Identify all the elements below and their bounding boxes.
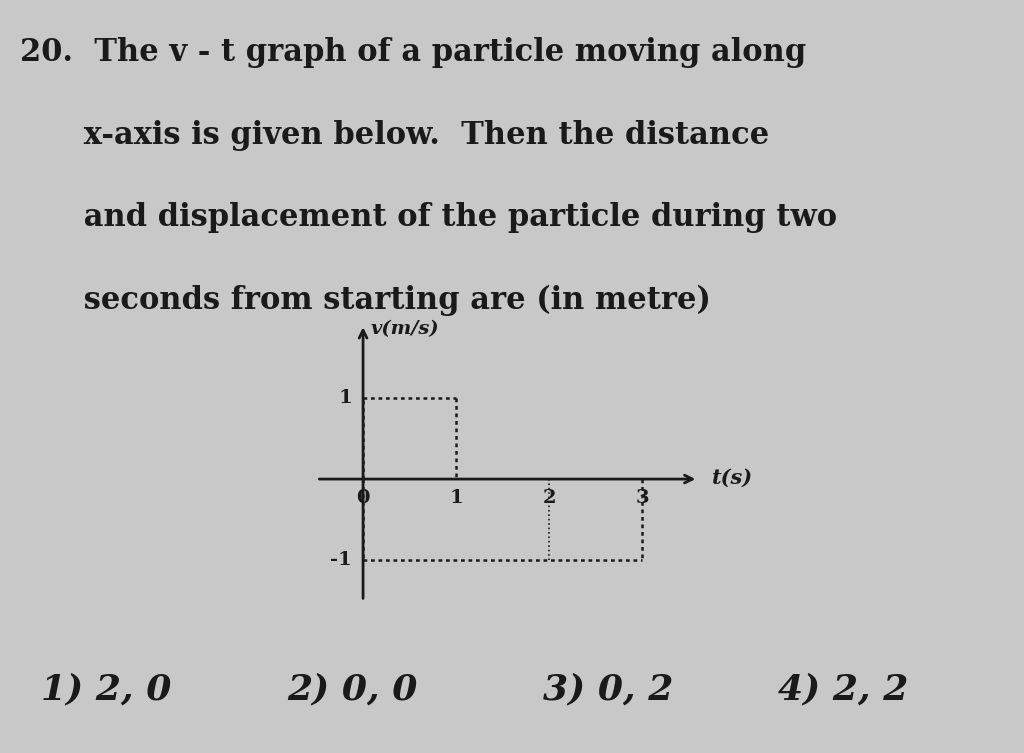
Text: 4) 2, 2: 4) 2, 2 xyxy=(778,672,908,706)
Text: 2: 2 xyxy=(543,489,556,507)
Text: 3) 0, 2: 3) 0, 2 xyxy=(543,672,673,706)
Text: -1: -1 xyxy=(330,551,352,569)
Text: x-axis is given below.  Then the distance: x-axis is given below. Then the distance xyxy=(20,120,770,151)
Text: t(s): t(s) xyxy=(712,468,754,487)
Text: v(m/s): v(m/s) xyxy=(371,320,439,338)
Text: 20.  The v - t graph of a particle moving along: 20. The v - t graph of a particle moving… xyxy=(20,37,807,68)
Text: seconds from starting are (in metre): seconds from starting are (in metre) xyxy=(20,285,712,316)
Text: 1: 1 xyxy=(338,389,352,407)
Text: 0: 0 xyxy=(356,489,370,507)
Text: 1: 1 xyxy=(450,489,463,507)
Text: 3: 3 xyxy=(636,489,649,507)
Text: 1) 2, 0: 1) 2, 0 xyxy=(41,672,171,706)
Text: and displacement of the particle during two: and displacement of the particle during … xyxy=(20,203,838,233)
Text: 2) 0, 0: 2) 0, 0 xyxy=(287,672,417,706)
